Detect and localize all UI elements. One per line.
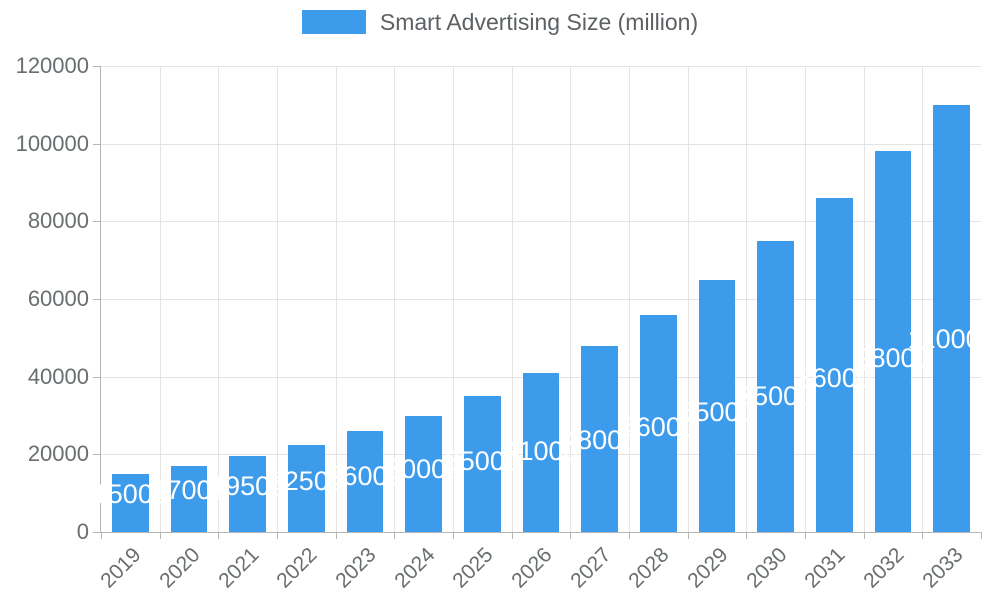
bar-slot: 30000 xyxy=(386,66,461,532)
gridline-horizontal xyxy=(101,143,981,145)
y-axis-tick-label: 100000 xyxy=(15,130,89,156)
bar-slot: 19500 xyxy=(210,66,285,532)
y-axis-tick-mark xyxy=(93,66,100,67)
x-axis-tick-mark xyxy=(629,532,630,539)
y-axis-tick-label: 20000 xyxy=(27,441,89,467)
bar[interactable] xyxy=(112,473,149,532)
plot-area: 15000 17000 19500 22500 26000 30000 35000 41000… xyxy=(93,66,996,593)
gridline-vertical xyxy=(805,66,806,532)
legend-color-swatch xyxy=(301,10,366,34)
bar[interactable] xyxy=(522,372,560,532)
bar[interactable] xyxy=(757,240,794,532)
gridline-vertical xyxy=(746,66,748,532)
bar-slot: 65000 xyxy=(679,66,755,532)
y-axis-tick-label: 60000 xyxy=(27,286,89,311)
y-axis-tick-label: 40000 xyxy=(27,363,89,389)
gridline-horizontal xyxy=(101,221,981,223)
bar-slot: 75000 xyxy=(738,66,813,532)
bar[interactable] xyxy=(874,151,912,532)
bar-slot: 56000 xyxy=(621,66,696,532)
bar-slot: 98000 xyxy=(855,66,931,532)
gridline-vertical xyxy=(335,66,337,532)
x-axis-tick-mark xyxy=(335,532,337,539)
x-axis-tick-mark xyxy=(159,532,161,539)
y-axis-tick-label: 80000 xyxy=(27,208,89,234)
y-axis-tick-label: 0 xyxy=(76,519,89,544)
bar[interactable] xyxy=(346,431,384,532)
gridline-vertical xyxy=(863,66,865,532)
gridline-vertical xyxy=(453,66,454,532)
gridline-vertical xyxy=(511,66,513,532)
gridline-vertical xyxy=(570,66,572,532)
y-axis-tick-label: 120000 xyxy=(15,53,89,78)
bar[interactable] xyxy=(816,198,853,532)
x-axis-tick-mark xyxy=(687,532,689,539)
bar[interactable] xyxy=(288,444,325,532)
y-axis-tick-mark xyxy=(93,454,100,456)
y-axis-tick-mark xyxy=(93,532,100,533)
bar[interactable] xyxy=(464,396,501,532)
gridline-horizontal xyxy=(101,66,981,67)
x-axis-line xyxy=(100,532,981,533)
x-axis-tick-mark xyxy=(453,532,454,539)
bar[interactable] xyxy=(640,314,677,532)
bar-slot: 41000 xyxy=(503,66,579,532)
gridline-vertical xyxy=(394,66,396,532)
bar[interactable] xyxy=(170,465,208,532)
bar-slot: 26000 xyxy=(327,66,403,532)
y-axis-tick-mark xyxy=(93,299,100,300)
x-axis-tick-mark xyxy=(805,532,806,539)
bar[interactable] xyxy=(229,456,266,532)
x-axis-tick-mark xyxy=(981,532,982,539)
gridline-vertical xyxy=(277,66,278,532)
x-axis-tick-mark xyxy=(218,532,220,539)
x-axis-tick-mark xyxy=(922,532,924,539)
y-axis-tick-mark xyxy=(93,221,100,223)
bar[interactable] xyxy=(933,104,970,532)
x-axis-tick-mark xyxy=(863,532,865,539)
bar[interactable] xyxy=(698,279,736,532)
x-axis-tick-mark xyxy=(101,532,102,539)
bar-slot: 48000 xyxy=(562,66,637,532)
bar[interactable] xyxy=(405,415,442,532)
legend-label: Smart Advertising Size (million) xyxy=(379,8,699,35)
y-axis-tick-mark xyxy=(93,143,100,145)
y-axis-line xyxy=(100,66,101,532)
x-axis-tick-mark xyxy=(277,532,278,539)
bar-slot: 17000 xyxy=(151,66,227,532)
gridline-vertical xyxy=(922,66,924,532)
bar-slot: 86000 xyxy=(797,66,872,532)
x-axis-tick-mark xyxy=(511,532,513,539)
x-axis-tick-mark xyxy=(746,532,748,539)
bar-slot: 22500 xyxy=(269,66,344,532)
bar-slot: 15000 xyxy=(93,66,168,532)
x-axis-tick-label: 2019 xyxy=(96,543,146,593)
bar-slot: 35000 xyxy=(445,66,520,532)
gridline-vertical xyxy=(218,66,220,532)
gridline-vertical xyxy=(687,66,689,532)
y-axis-tick-mark xyxy=(93,376,100,378)
chart-legend: Smart Advertising Size (million) xyxy=(0,10,1000,34)
x-axis-tick-mark xyxy=(570,532,572,539)
gridline-vertical xyxy=(159,66,161,532)
bar-slot: 110000 xyxy=(908,66,996,532)
bar[interactable] xyxy=(581,345,618,532)
x-axis-tick-mark xyxy=(394,532,396,539)
gridline-vertical xyxy=(629,66,630,532)
gridline-horizontal xyxy=(101,299,981,300)
